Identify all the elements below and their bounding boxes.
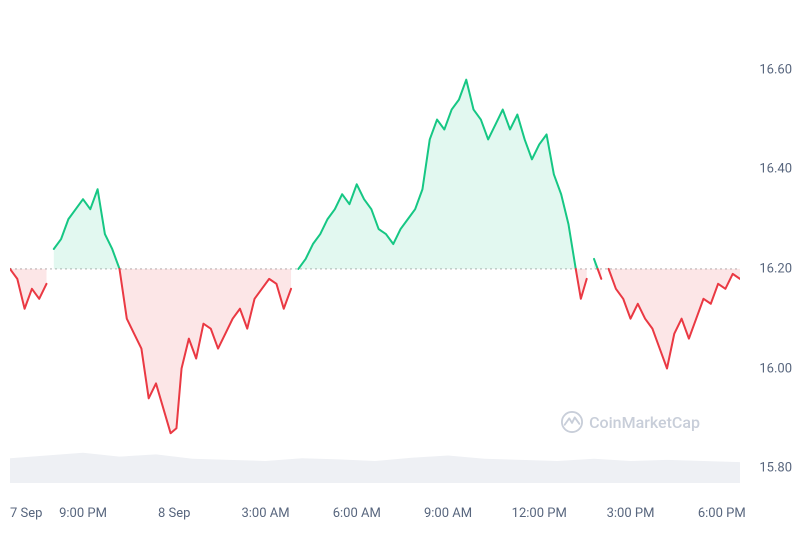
- area-above: [298, 80, 575, 269]
- y-axis: 16.60 16.40 16.20 16.00 15.80: [745, 10, 800, 483]
- y-tick-label: 16.40: [759, 162, 792, 177]
- coinmarketcap-logo-icon: [561, 411, 583, 433]
- y-tick-label: 16.20: [759, 261, 792, 276]
- x-tick-label: 3:00 PM: [607, 506, 655, 521]
- x-tick-label: 7 Sep: [10, 506, 42, 521]
- watermark-text: CoinMarketCap: [589, 413, 700, 432]
- x-tick-label: 9:00 AM: [424, 506, 472, 521]
- area-below: [120, 269, 292, 433]
- x-tick-label: 9:00 PM: [59, 506, 107, 521]
- volume-area: [10, 453, 740, 483]
- area-below: [609, 269, 740, 369]
- y-tick-label: 16.60: [759, 62, 792, 77]
- coinmarketcap-watermark: CoinMarketCap: [561, 411, 700, 433]
- x-tick-label: 6:00 PM: [698, 506, 746, 521]
- x-tick-label: 12:00 PM: [512, 506, 567, 521]
- x-axis: 7 Sep 9:00 PM 8 Sep 3:00 AM 6:00 AM 9:00 AM 12…: [10, 488, 740, 533]
- y-tick-label: 15.80: [759, 461, 792, 476]
- area-above: [54, 189, 120, 269]
- y-tick-label: 16.00: [759, 361, 792, 376]
- x-tick-label: 8 Sep: [158, 506, 190, 521]
- x-tick-label: 6:00 AM: [333, 506, 381, 521]
- x-tick-label: 3:00 AM: [241, 506, 289, 521]
